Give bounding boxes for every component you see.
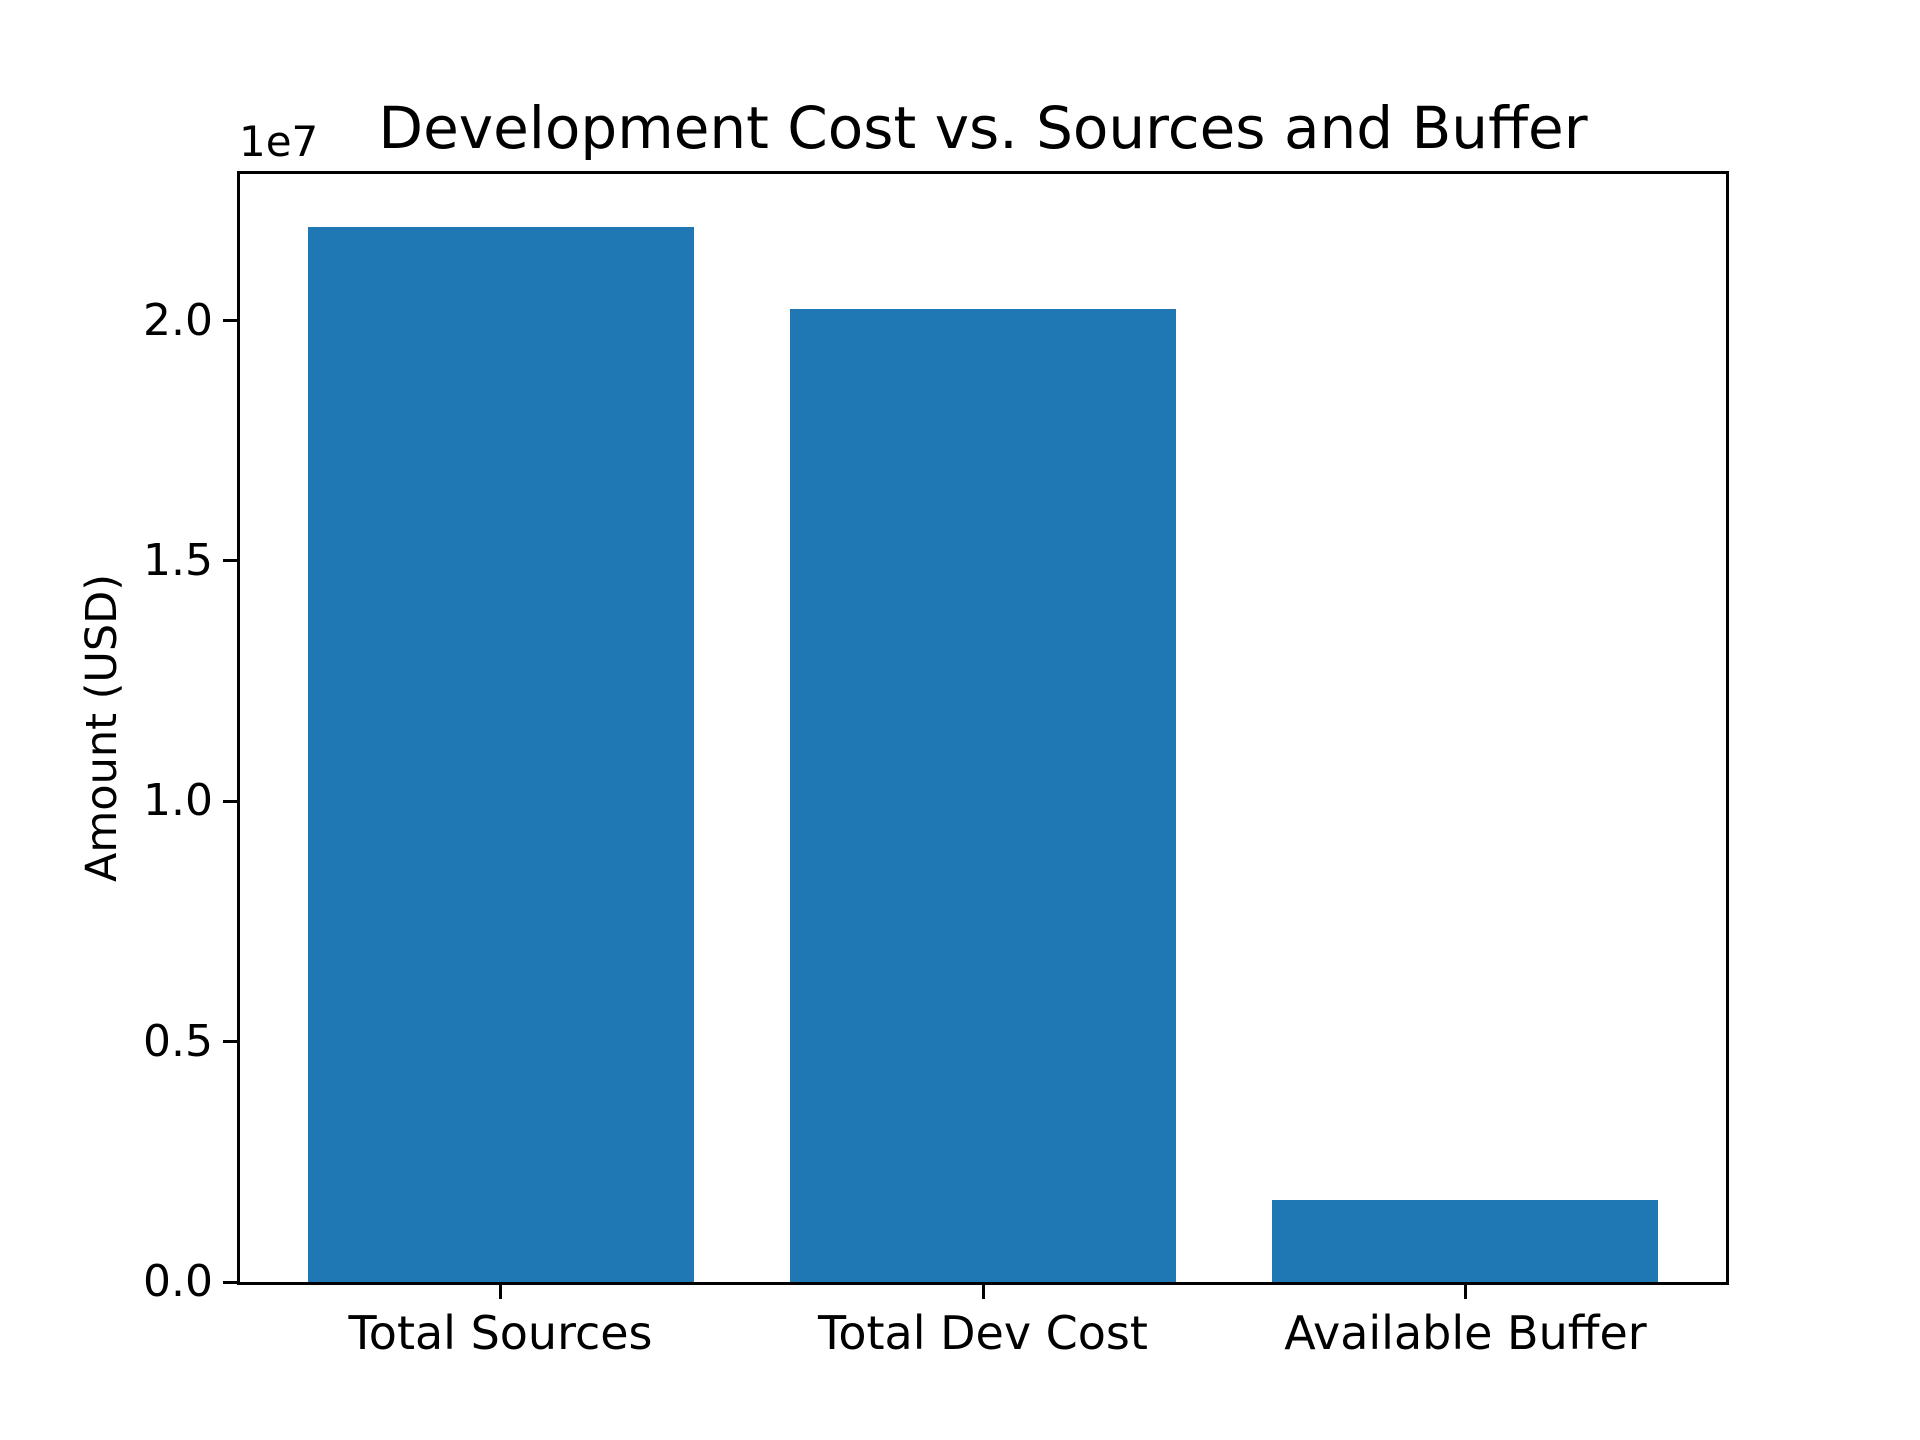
x-tick-mark-total-dev-cost	[981, 1285, 985, 1299]
x-tick-label-available-buffer: Available Buffer	[1284, 1306, 1647, 1360]
bar-available-buffer	[1272, 1200, 1659, 1282]
bar-total-dev-cost	[790, 308, 1176, 1282]
y-tick-label-0.5: 0.5	[143, 1015, 213, 1067]
y-tick-mark-1.0	[223, 799, 237, 803]
y-axis-label: Amount (USD)	[77, 573, 127, 883]
y-axis-offset-label: 1e7	[239, 117, 319, 166]
x-tick-mark-available-buffer	[1463, 1285, 1467, 1299]
plot-area	[237, 171, 1729, 1285]
y-tick-mark-0.0	[223, 1280, 237, 1284]
x-tick-label-total-sources: Total Sources	[348, 1306, 653, 1360]
y-tick-label-2.0: 2.0	[143, 294, 213, 346]
chart-title: Development Cost vs. Sources and Buffer	[378, 94, 1588, 162]
x-tick-label-total-dev-cost: Total Dev Cost	[818, 1306, 1148, 1360]
y-tick-mark-2.0	[223, 319, 237, 322]
y-tick-mark-1.5	[223, 559, 237, 563]
y-tick-label-1.0: 1.0	[143, 775, 213, 827]
y-tick-label-1.5: 1.5	[143, 534, 213, 586]
x-tick-mark-total-sources	[499, 1285, 503, 1299]
y-tick-label-0.0: 0.0	[143, 1256, 213, 1307]
bar-total-sources	[307, 226, 694, 1282]
y-tick-mark-0.5	[223, 1040, 237, 1044]
